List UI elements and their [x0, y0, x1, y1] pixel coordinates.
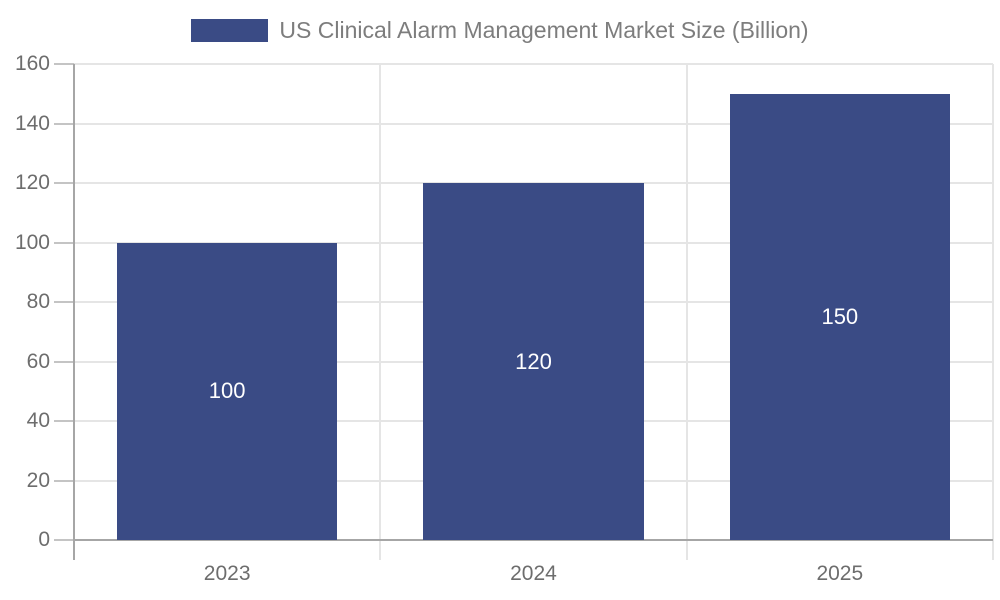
- category-separator: [685, 64, 688, 560]
- y-gridline-segment: [74, 63, 993, 65]
- chart-legend[interactable]: US Clinical Alarm Management Market Size…: [0, 17, 1000, 44]
- y-axis-line: [73, 64, 75, 560]
- y-tick-label: 120: [14, 171, 50, 194]
- y-axis-tick: [54, 182, 74, 184]
- x-tick-label: 2024: [510, 562, 557, 585]
- bar[interactable]: 100: [116, 242, 338, 540]
- y-tick-label: 100: [14, 230, 50, 254]
- y-tick-label: 140: [14, 111, 50, 135]
- y-tick-label: 0: [38, 528, 50, 551]
- y-axis-tick: [54, 360, 74, 363]
- y-axis-tick: [54, 420, 74, 422]
- plot-area: 0 20 40 60 80 100 120 140 160 100 120 150 2023 2024 20…: [15, 52, 994, 585]
- y-tick-label: 40: [26, 409, 50, 432]
- bar[interactable]: 150: [729, 93, 951, 540]
- y-tick-label: 80: [26, 290, 50, 313]
- y-tick-label: 60: [26, 349, 50, 373]
- y-axis-tick: [54, 301, 74, 303]
- legend-swatch[interactable]: [191, 19, 269, 42]
- category-separator: [379, 64, 382, 560]
- y-axis-tick: [54, 479, 74, 482]
- bar-value-label: 100: [208, 378, 246, 404]
- y-axis-tick: [54, 63, 74, 65]
- y-tick-label: 160: [14, 52, 50, 75]
- x-tick-label: 2025: [816, 562, 864, 585]
- y-tick-label: 20: [26, 468, 50, 492]
- x-tick-label: 2023: [203, 562, 251, 585]
- y-axis-tick: [54, 241, 74, 244]
- bar[interactable]: 120: [423, 183, 644, 540]
- bar-value-label: 120: [515, 348, 552, 374]
- y-axis-tick: [54, 539, 74, 541]
- bar-value-label: 150: [821, 303, 859, 329]
- category-separator: [992, 64, 994, 560]
- legend-label[interactable]: US Clinical Alarm Management Market Size…: [279, 17, 809, 43]
- y-gridline-segment: [74, 122, 993, 125]
- y-gridline: [54, 122, 993, 125]
- x-axis-line: [74, 539, 993, 541]
- y-axis-tick: [54, 122, 74, 125]
- y-gridline: [54, 63, 993, 65]
